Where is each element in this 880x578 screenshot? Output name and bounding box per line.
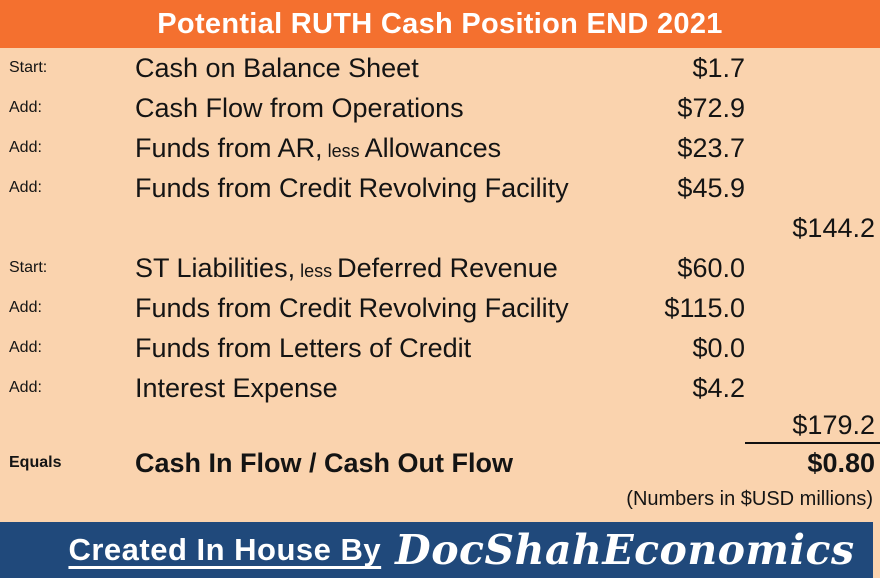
item-text: Deferred Revenue xyxy=(337,252,558,283)
item-text-small: less xyxy=(295,260,338,281)
item-name: Funds from Letters of Credit xyxy=(135,333,630,364)
footer-brand-signature: DocShahEconomics xyxy=(395,526,855,574)
units-note: (Numbers in $USD millions) xyxy=(626,487,873,510)
table-row: Add: Funds from Credit Revolving Facilit… xyxy=(0,288,880,328)
item-name: ST Liabilities, less Deferred Revenue xyxy=(135,253,630,284)
row-label: Start: xyxy=(9,259,48,276)
title-banner: Potential RUTH Cash Position END 2021 xyxy=(0,0,880,48)
result-item-name: Cash In Flow / Cash Out Flow xyxy=(135,447,514,478)
item-text: Cash Flow from Operations xyxy=(135,92,464,123)
item-value: $4.2 xyxy=(692,372,745,403)
item-text: Allowances xyxy=(364,132,502,163)
table-row: Add: Funds from AR, less Allowances $23.… xyxy=(0,128,880,168)
item-text: Funds from AR, xyxy=(135,132,323,163)
item-value: $1.7 xyxy=(692,52,745,83)
item-text: ST Liabilities, xyxy=(135,252,296,283)
subtotal-value-underlined: $179.2 xyxy=(745,408,880,444)
subtotal-value: $144.2 xyxy=(792,212,875,243)
item-value: $60.0 xyxy=(677,252,745,283)
item-text: Funds from Credit Revolving Facility xyxy=(135,172,569,203)
item-text: Funds from Credit Revolving Facility xyxy=(135,292,569,323)
table-row: Add: Funds from Credit Revolving Facilit… xyxy=(0,168,880,208)
row-label: Add: xyxy=(9,139,42,156)
units-note-row: (Numbers in $USD millions) xyxy=(0,482,880,516)
item-value: $23.7 xyxy=(677,132,745,163)
item-text: Interest Expense xyxy=(135,372,338,403)
item-name: Cash Flow from Operations xyxy=(135,93,630,124)
item-name: Funds from AR, less Allowances xyxy=(135,133,630,164)
subtotal-row: $179.2 xyxy=(0,408,880,444)
table-row: Add: Cash Flow from Operations $72.9 xyxy=(0,88,880,128)
result-value: $0.80 xyxy=(807,447,875,478)
item-name: Interest Expense xyxy=(135,373,630,404)
page-title: Potential RUTH Cash Position END 2021 xyxy=(157,7,723,40)
row-label: Add: xyxy=(9,379,42,396)
item-name: Funds from Credit Revolving Facility xyxy=(135,173,630,204)
subtotal-row: $144.2 xyxy=(0,208,880,248)
item-value: $115.0 xyxy=(664,292,745,323)
footer-created-text: Created In House By xyxy=(68,532,382,567)
item-value: $0.0 xyxy=(692,332,745,363)
item-name: Cash on Balance Sheet xyxy=(135,53,630,84)
row-label: Add: xyxy=(9,179,42,196)
row-label: Add: xyxy=(9,99,42,116)
item-text-small: less xyxy=(322,140,365,161)
item-text: Cash on Balance Sheet xyxy=(135,52,419,83)
item-value: $45.9 xyxy=(677,172,745,203)
row-label: Add: xyxy=(9,299,42,316)
result-row: Equals Cash In Flow / Cash Out Flow $0.8… xyxy=(0,444,880,482)
table-row: Add: Interest Expense $4.2 xyxy=(0,368,880,408)
footer-banner: Created In House By DocShahEconomics xyxy=(0,522,873,578)
item-name: Funds from Credit Revolving Facility xyxy=(135,293,630,324)
row-label: Start: xyxy=(9,59,48,76)
item-text: Funds from Letters of Credit xyxy=(135,332,472,363)
table-row: Add: Funds from Letters of Credit $0.0 xyxy=(0,328,880,368)
table-row: Start: Cash on Balance Sheet $1.7 xyxy=(0,48,880,88)
item-value: $72.9 xyxy=(677,92,745,123)
row-label: Add: xyxy=(9,339,42,356)
row-label: Equals xyxy=(9,454,62,471)
table-row: Start: ST Liabilities, less Deferred Rev… xyxy=(0,248,880,288)
